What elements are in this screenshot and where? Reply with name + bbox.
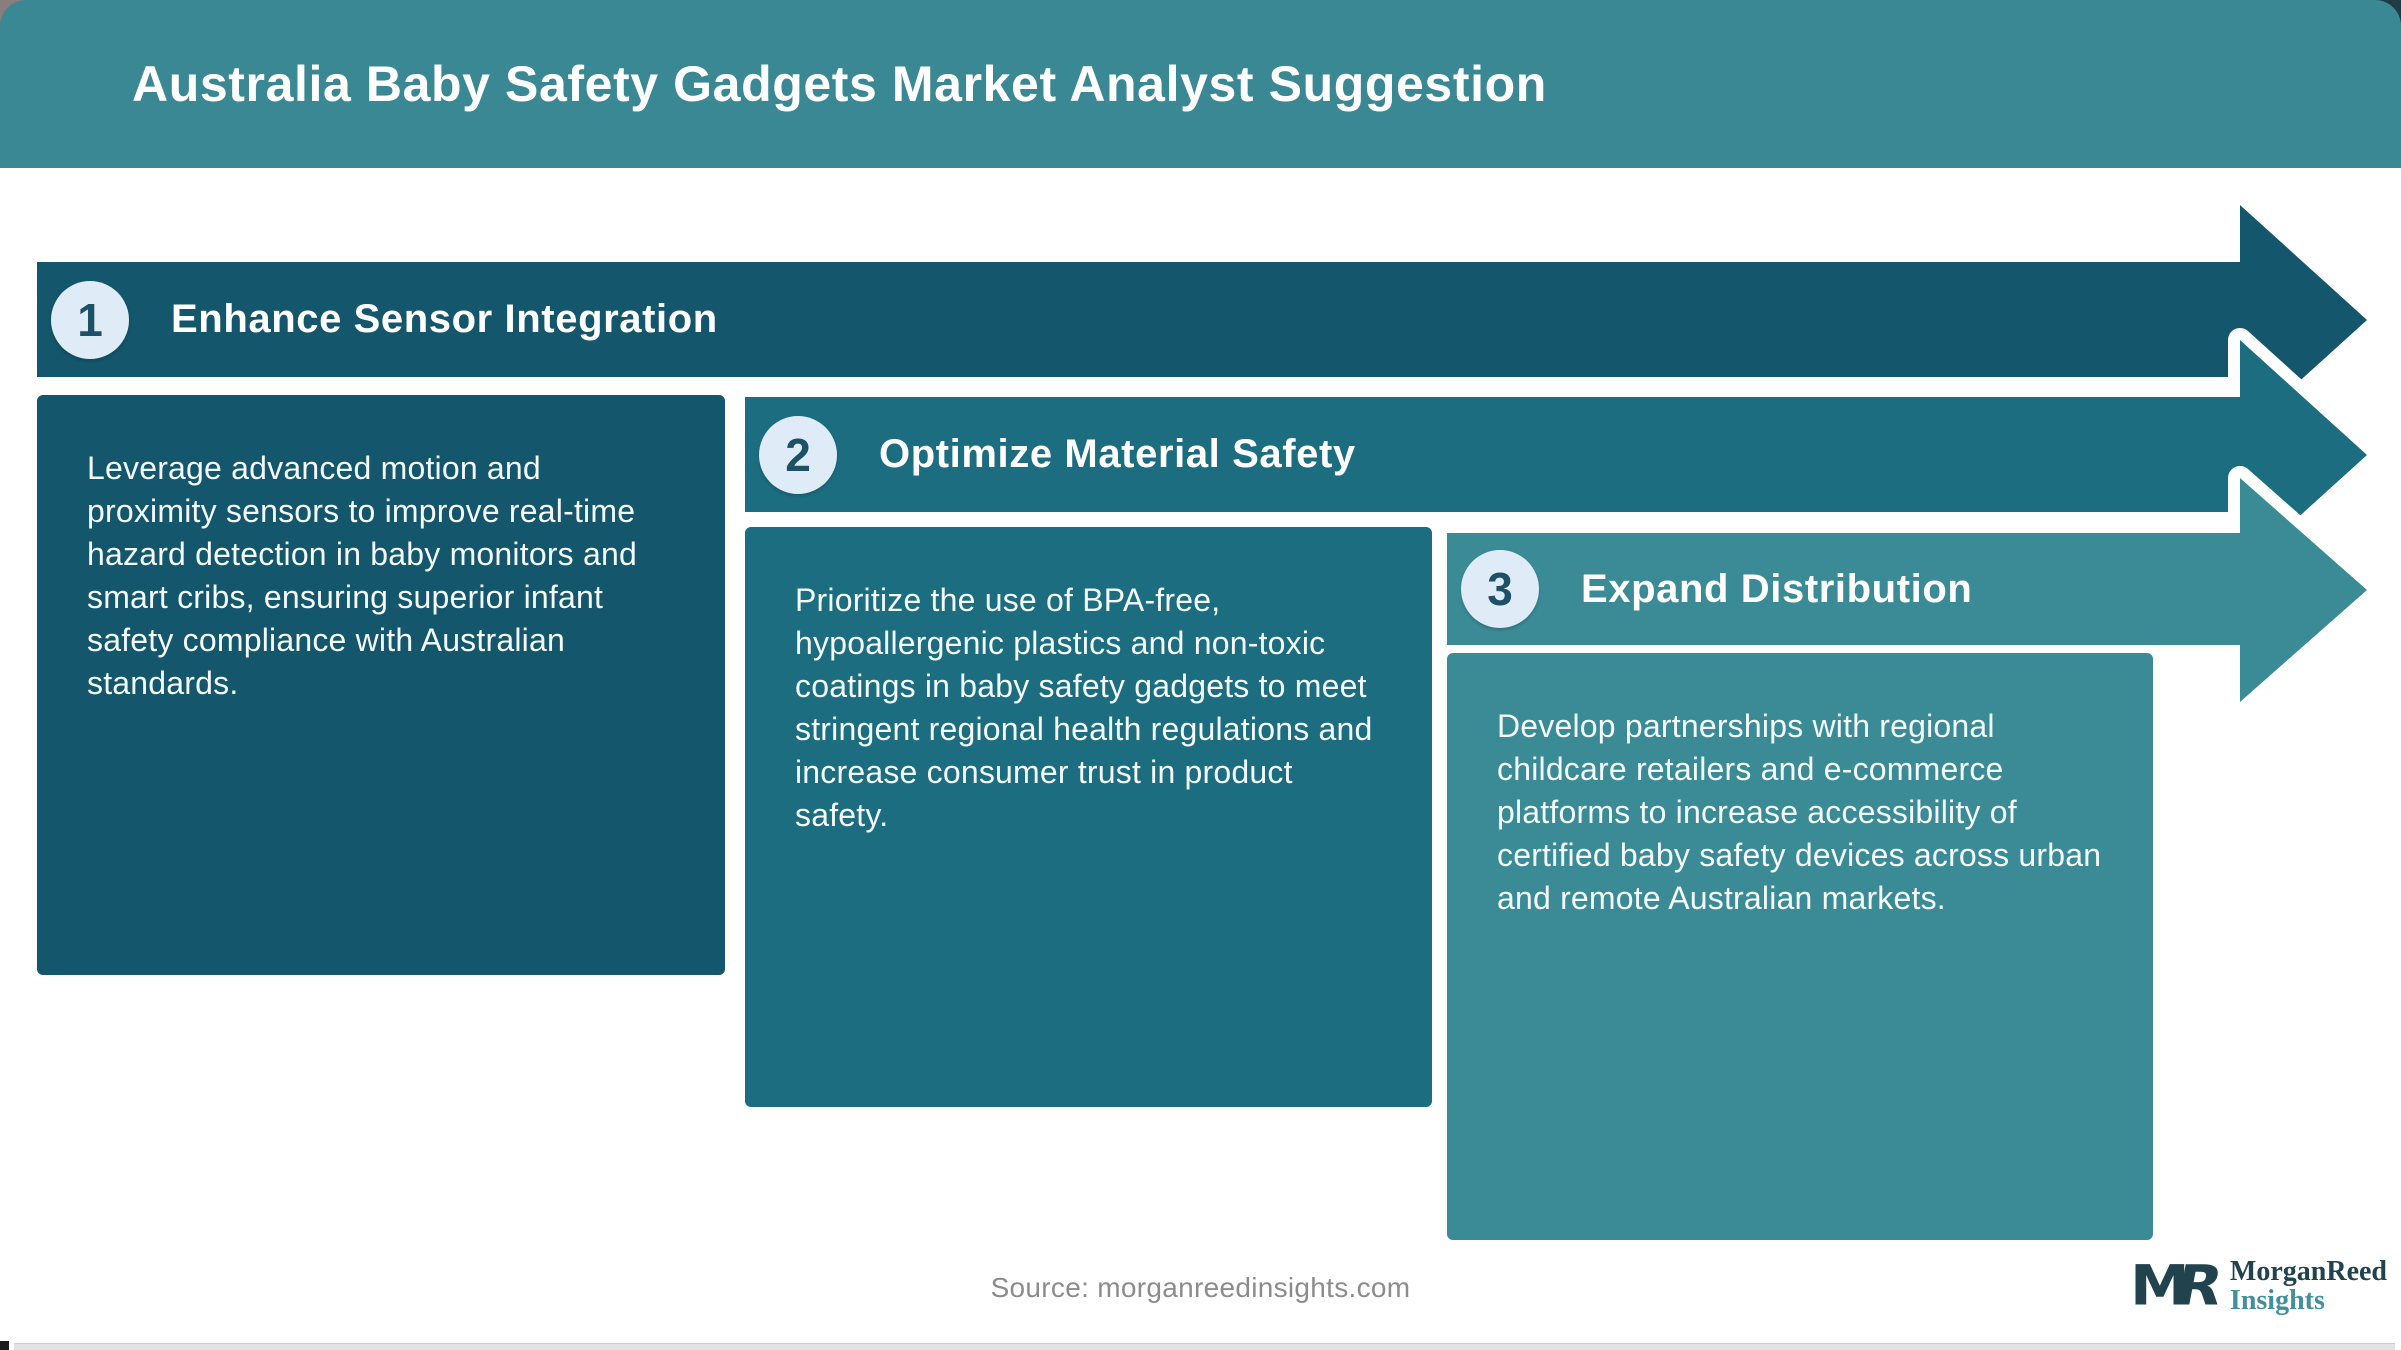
header-banner: Australia Baby Safety Gadgets Market Ana…	[0, 0, 2401, 168]
logo-company-name: MorganReed	[2229, 1255, 2388, 1287]
step1-description-box: Leverage advanced motion and proximity s…	[37, 395, 725, 975]
logo-tagline: Insights	[2229, 1285, 2325, 1316]
source-attribution: Source: morganreedinsights.com	[990, 1272, 1411, 1303]
step1-arrow-banner	[25, 193, 2379, 447]
step3-number: 3	[1487, 563, 1513, 615]
step3-heading: Expand Distribution	[1581, 566, 1973, 611]
step2-number-badge: 2	[759, 415, 837, 494]
step3-arrow-banner	[1435, 466, 2379, 714]
step2-description-box: Prioritize the use of BPA-free, hypoalle…	[745, 527, 1432, 1107]
step1-bar: 1 Enhance Sensor Integration	[37, 262, 2240, 377]
horizontal-scrollbar[interactable]	[14, 1343, 2395, 1350]
step2-number: 2	[785, 428, 811, 481]
mr-monogram-icon: MR	[2130, 1253, 2215, 1319]
step2-description: Prioritize the use of BPA-free, hypoalle…	[795, 582, 1373, 833]
step1-heading: Enhance Sensor Integration	[171, 297, 718, 341]
step2-bar: 2 Optimize Material Safety	[745, 397, 2240, 512]
scrollbar-corner	[0, 1341, 9, 1350]
step3-number-badge: 3	[1461, 550, 1539, 628]
step3-description-box: Develop partnerships with regional child…	[1447, 653, 2153, 1240]
page-title: Australia Baby Safety Gadgets Market Ana…	[132, 56, 1547, 112]
morganreed-logo: MR MorganReed Insights	[2130, 1253, 2388, 1319]
step1-description: Leverage advanced motion and proximity s…	[87, 450, 637, 701]
step1-number: 1	[77, 293, 103, 346]
step3-bar: 3 Expand Distribution	[1447, 533, 2240, 645]
step1-number-badge: 1	[51, 280, 129, 359]
step3-description: Develop partnerships with regional child…	[1497, 708, 2102, 916]
step2-arrow-banner	[733, 328, 2379, 582]
logo-text: MorganReed Insights	[2229, 1255, 2388, 1316]
step2-heading: Optimize Material Safety	[879, 432, 1356, 476]
